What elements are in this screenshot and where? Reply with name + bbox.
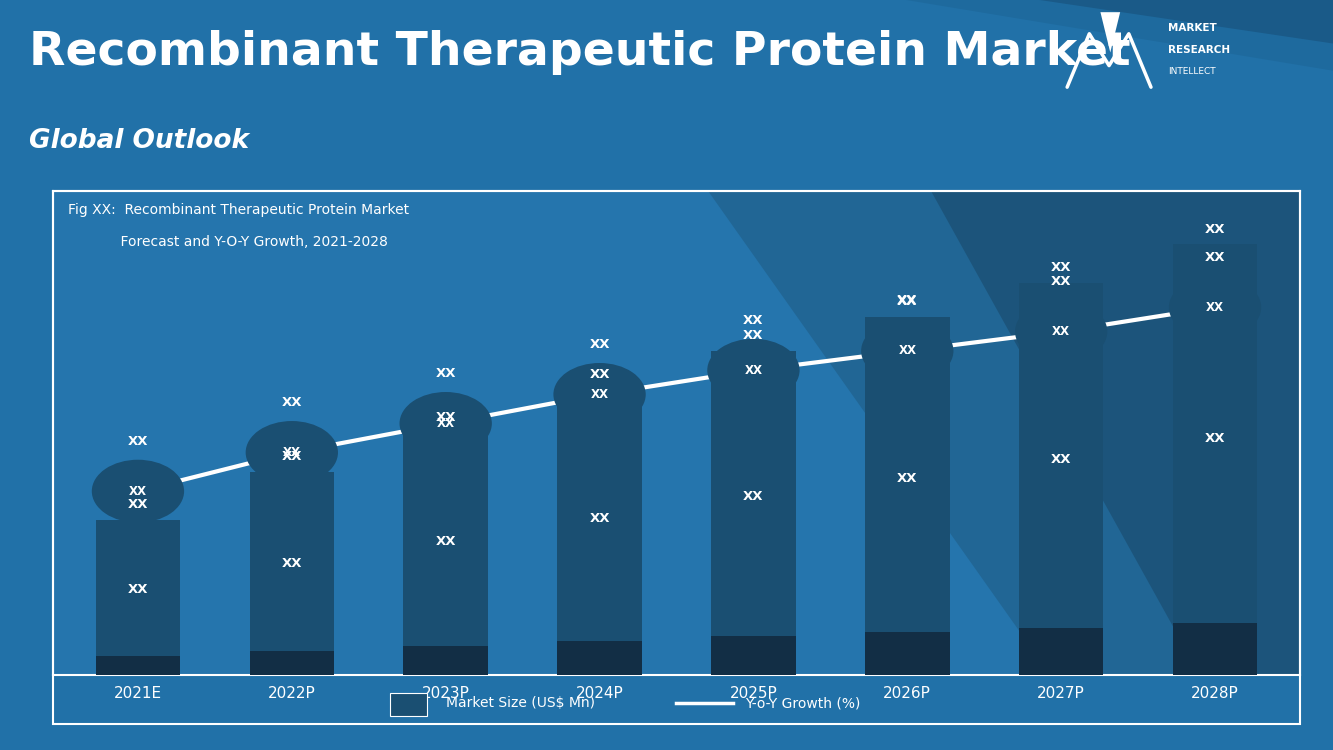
Text: XX: XX bbox=[281, 450, 303, 463]
Text: Y-o-Y Growth (%): Y-o-Y Growth (%) bbox=[745, 696, 860, 710]
Text: MARKET: MARKET bbox=[1168, 23, 1217, 33]
Text: XX: XX bbox=[589, 368, 609, 381]
Polygon shape bbox=[1040, 0, 1333, 44]
Text: RESEARCH: RESEARCH bbox=[1168, 45, 1230, 55]
Text: INTELLECT: INTELLECT bbox=[1168, 67, 1216, 76]
Text: XX: XX bbox=[589, 512, 609, 524]
Bar bbox=[710, 351, 796, 675]
Bar bbox=[865, 632, 949, 675]
Text: Forecast and Y-O-Y Growth, 2021-2028: Forecast and Y-O-Y Growth, 2021-2028 bbox=[68, 235, 388, 249]
Text: XX: XX bbox=[128, 499, 148, 512]
Bar bbox=[710, 636, 796, 675]
Bar bbox=[1018, 284, 1104, 675]
Text: Market Size (US$ Mn): Market Size (US$ Mn) bbox=[447, 696, 595, 710]
Ellipse shape bbox=[92, 460, 184, 523]
Text: XX: XX bbox=[1205, 432, 1225, 445]
Bar bbox=[1173, 244, 1257, 675]
Bar bbox=[404, 433, 488, 675]
Text: XX: XX bbox=[281, 396, 303, 409]
Polygon shape bbox=[1101, 12, 1120, 53]
Polygon shape bbox=[926, 182, 1325, 675]
Text: XX: XX bbox=[128, 584, 148, 596]
Text: Fig XX:  Recombinant Therapeutic Protein Market: Fig XX: Recombinant Therapeutic Protein … bbox=[68, 203, 409, 217]
Text: XX: XX bbox=[744, 364, 762, 376]
Ellipse shape bbox=[245, 421, 339, 484]
Text: XX: XX bbox=[589, 338, 609, 351]
Text: XX: XX bbox=[591, 388, 609, 401]
Bar bbox=[865, 317, 949, 675]
Bar bbox=[1018, 628, 1104, 675]
Text: XX: XX bbox=[744, 490, 764, 503]
Bar bbox=[249, 650, 335, 675]
Text: Global Outlook: Global Outlook bbox=[29, 128, 249, 154]
Ellipse shape bbox=[1014, 300, 1108, 363]
Text: XX: XX bbox=[436, 367, 456, 380]
Text: XX: XX bbox=[1052, 325, 1070, 338]
Text: XX: XX bbox=[1205, 223, 1225, 236]
Text: XX: XX bbox=[1206, 301, 1224, 313]
Text: XX: XX bbox=[1050, 453, 1072, 466]
Text: XX: XX bbox=[436, 412, 456, 424]
Bar bbox=[557, 640, 643, 675]
Text: XX: XX bbox=[898, 344, 916, 358]
Ellipse shape bbox=[553, 363, 645, 426]
Text: XX: XX bbox=[897, 294, 917, 307]
Text: XX: XX bbox=[1050, 262, 1072, 274]
Ellipse shape bbox=[708, 339, 800, 402]
Text: XX: XX bbox=[128, 435, 148, 448]
Bar bbox=[96, 520, 180, 675]
Text: XX: XX bbox=[744, 314, 764, 327]
Bar bbox=[1173, 623, 1257, 675]
Text: XX: XX bbox=[897, 296, 917, 308]
Text: XX: XX bbox=[1205, 251, 1225, 264]
Text: XX: XX bbox=[1050, 275, 1072, 288]
Text: XX: XX bbox=[281, 556, 303, 570]
Bar bbox=[557, 389, 643, 675]
Polygon shape bbox=[906, 0, 1333, 70]
Polygon shape bbox=[701, 182, 1325, 675]
Ellipse shape bbox=[400, 392, 492, 455]
Ellipse shape bbox=[1169, 276, 1261, 339]
Bar bbox=[404, 646, 488, 675]
Text: XX: XX bbox=[283, 446, 301, 459]
Text: XX: XX bbox=[436, 536, 456, 548]
Text: XX: XX bbox=[129, 484, 147, 498]
Bar bbox=[96, 656, 180, 675]
Bar bbox=[389, 693, 428, 715]
Bar bbox=[249, 472, 335, 675]
Text: Recombinant Therapeutic Protein Market: Recombinant Therapeutic Protein Market bbox=[29, 30, 1130, 75]
Text: XX: XX bbox=[744, 329, 764, 342]
Text: XX: XX bbox=[437, 417, 455, 430]
Ellipse shape bbox=[861, 320, 953, 382]
Text: XX: XX bbox=[897, 472, 917, 484]
